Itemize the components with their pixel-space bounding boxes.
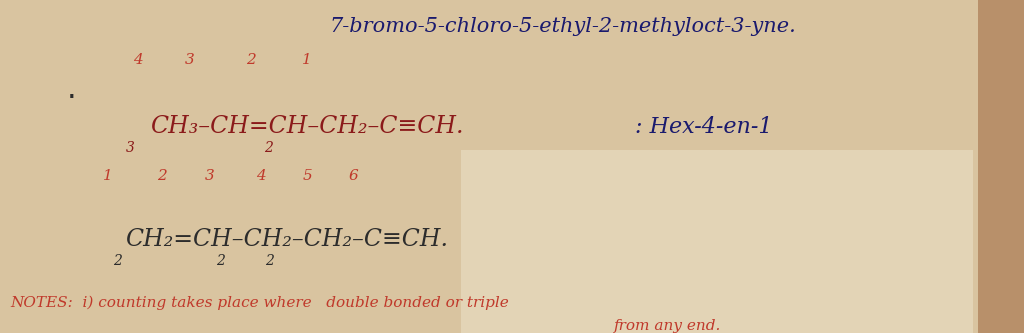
Text: 2: 2 [114, 254, 122, 268]
Text: 3: 3 [184, 53, 195, 67]
Text: 7-bromo-5-chloro-5-ethyl-2-methyloct-3-yne.: 7-bromo-5-chloro-5-ethyl-2-methyloct-3-y… [330, 17, 797, 36]
Text: NOTES:  i) counting takes place where   double bonded or triple: NOTES: i) counting takes place where dou… [10, 296, 509, 310]
Text: 5: 5 [302, 169, 312, 183]
Text: 4: 4 [133, 53, 143, 67]
Text: CH₃–CH=CH–CH₂–C≡CH.: CH₃–CH=CH–CH₂–C≡CH. [151, 115, 464, 138]
Text: 2: 2 [157, 169, 167, 183]
Text: 2: 2 [216, 254, 224, 268]
Text: 4: 4 [256, 169, 266, 183]
Text: 1: 1 [102, 169, 113, 183]
Text: 1: 1 [302, 53, 312, 67]
FancyBboxPatch shape [978, 0, 1024, 333]
Text: 6: 6 [348, 169, 358, 183]
Text: 2: 2 [265, 254, 273, 268]
Text: 3: 3 [126, 141, 134, 155]
Text: 2: 2 [246, 53, 256, 67]
Text: : Hex-4-en-1: : Hex-4-en-1 [635, 116, 772, 138]
Text: from any end.: from any end. [614, 319, 722, 333]
Text: CH₂=CH–CH₂–CH₂–C≡CH.: CH₂=CH–CH₂–CH₂–C≡CH. [125, 228, 449, 251]
Text: 3: 3 [205, 169, 215, 183]
Text: .: . [67, 75, 77, 105]
FancyBboxPatch shape [461, 150, 973, 333]
Text: 2: 2 [264, 141, 272, 155]
